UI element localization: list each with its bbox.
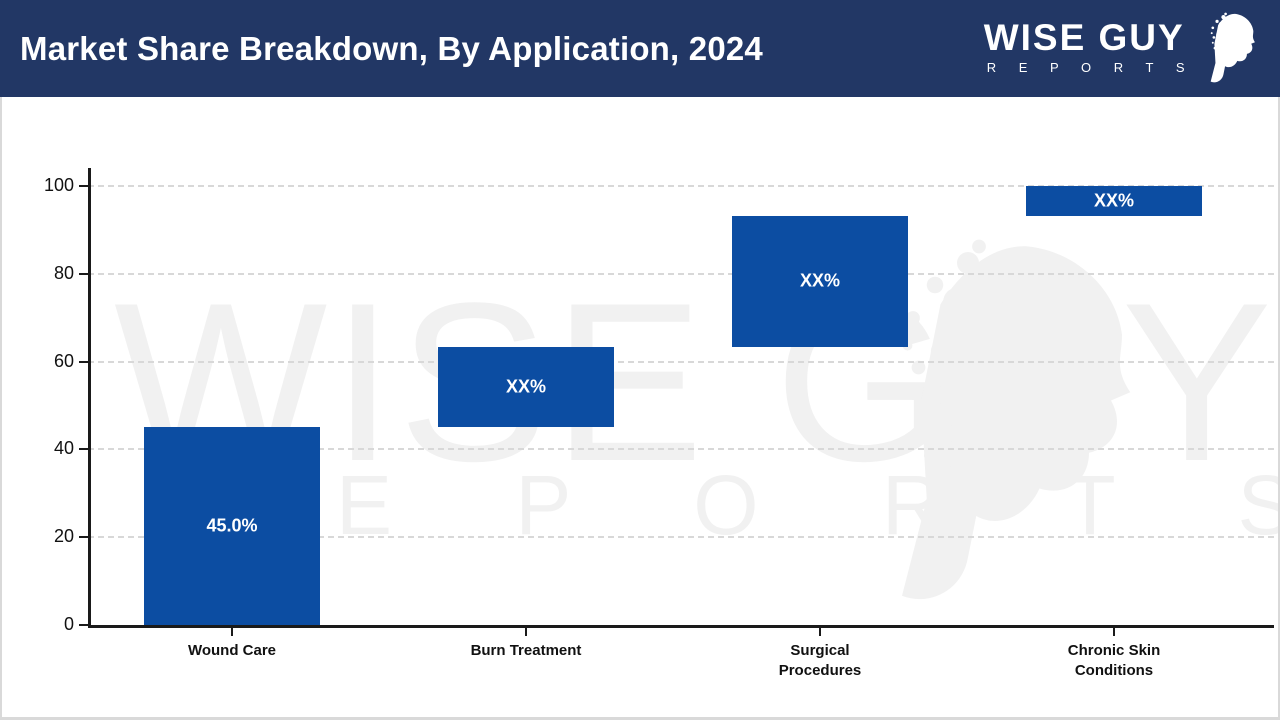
y-axis-tick-label: 20 — [53, 526, 74, 547]
x-axis-spine — [88, 625, 1274, 628]
header-banner: Market Share Breakdown, By Application, … — [0, 0, 1280, 97]
y-axis-tick-label: 100 — [43, 175, 74, 195]
gridline-40 — [88, 448, 1274, 451]
chart-title: Market Share Breakdown, By Application, … — [20, 29, 763, 67]
y-axis-spine — [88, 168, 91, 627]
bar-surgical-procedures — [732, 215, 908, 348]
y-axis-tickmark — [79, 360, 88, 363]
category-label-surgical-procedures: Surgical Procedures — [778, 642, 862, 679]
gridline-100 — [88, 185, 1274, 187]
brand-logo: WISE GUY R E P O R T S — [984, 8, 1264, 86]
y-axis-tick-label: 60 — [53, 350, 74, 371]
bar-value-label-wound-care: 45.0% — [206, 515, 258, 536]
y-axis-tickmark — [79, 272, 88, 275]
x-axis-tickmark — [1113, 627, 1115, 636]
y-axis-tick-label: 0 — [63, 614, 74, 634]
bar-burn-treatment — [438, 347, 614, 428]
y-axis-tickmark — [79, 185, 88, 187]
category-label-burn-treatment: Burn Treatment — [470, 642, 582, 659]
bar-value-label-burn-treatment: XX% — [505, 376, 547, 397]
y-axis-tick-label: 80 — [53, 262, 74, 283]
brand-subtitle: R E P O R T S — [986, 59, 1194, 75]
category-label-wound-care: Wound Care — [187, 642, 277, 659]
brand-name: WISE GUY — [983, 17, 1185, 59]
waterfall-chart: 0 20 40 60 80 100 45.0% Wound Care XX% Burn Treat… — [2, 97, 1278, 715]
gridline-60 — [88, 360, 1274, 363]
x-axis-tickmark — [819, 627, 821, 636]
gridline-80 — [88, 272, 1274, 275]
chart-area: WISE GUY R E P O R T S 0 20 40 60 80 100 45.0%… — [2, 97, 1278, 715]
brand-head-icon — [1210, 12, 1255, 83]
bar-chronic-skin-conditions — [1026, 186, 1202, 216]
bar-value-label-chronic-skin-conditions: XX% — [1093, 190, 1135, 211]
y-axis-tickmark — [79, 624, 88, 626]
y-axis-tick-label: 40 — [53, 438, 74, 459]
bar-value-label-surgical-procedures: XX% — [799, 270, 841, 291]
bar-wound-care — [144, 427, 320, 625]
y-axis-tickmark — [79, 448, 88, 451]
category-label-chronic-skin-conditions: Chronic Skin Conditions — [1067, 642, 1161, 679]
gridline-20 — [88, 536, 1274, 539]
brand-logo-text: WISE GUY R E P O R T S — [983, 17, 1194, 75]
y-axis-tickmark — [79, 536, 88, 539]
x-axis-tickmark — [231, 627, 233, 636]
x-axis-tickmark — [525, 627, 527, 636]
